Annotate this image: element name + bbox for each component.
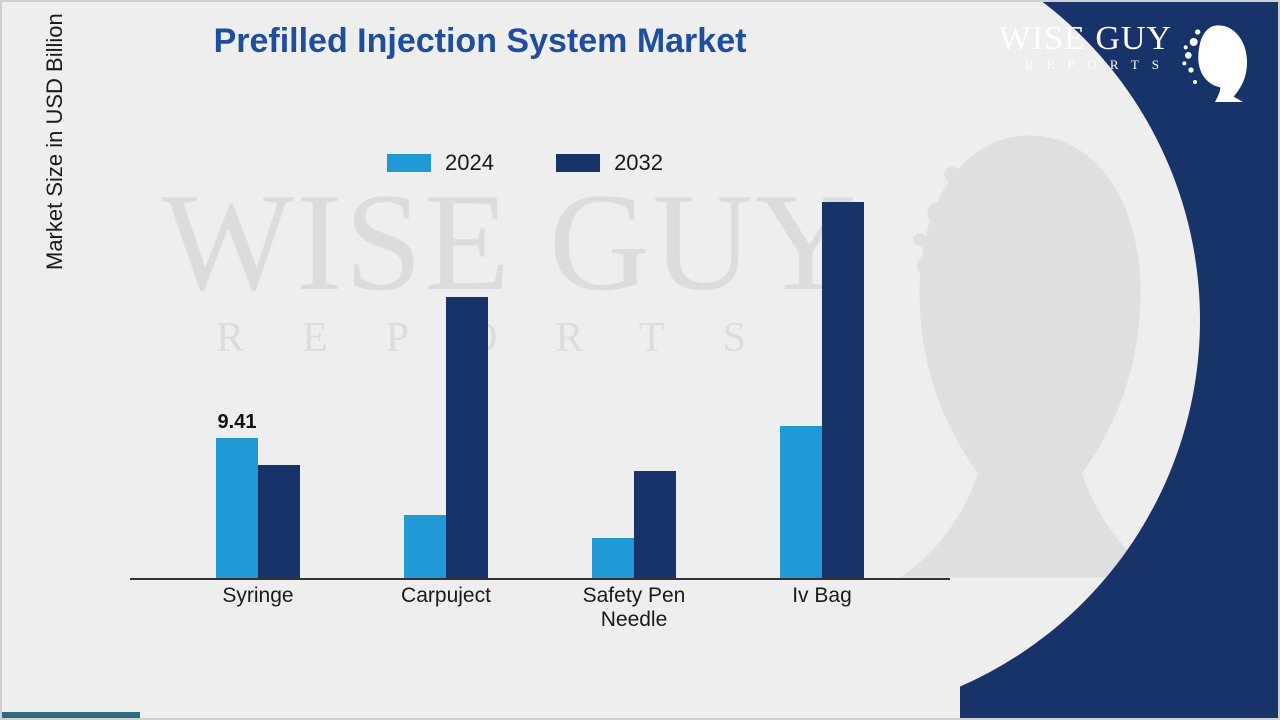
bar-group: 9.41Syringe <box>198 190 318 578</box>
brand-line1: WISE GUY <box>999 22 1172 56</box>
value-label: 9.41 <box>218 411 257 434</box>
legend-item-0: 2024 <box>387 150 494 176</box>
chart-legend: 2024 2032 <box>90 150 960 178</box>
legend-swatch-1 <box>556 154 600 172</box>
brand-head-icon <box>1180 22 1250 102</box>
legend-item-1: 2032 <box>556 150 663 176</box>
canvas: Prefilled Injection System Market WISE G… <box>0 0 1280 720</box>
bar-series2 <box>822 202 864 578</box>
chart-area: 2024 2032 Market Size in USD Billion 9.4… <box>90 150 960 680</box>
legend-label-0: 2024 <box>445 150 494 176</box>
category-label: Iv Bag <box>752 578 892 608</box>
bar-series2 <box>634 471 676 578</box>
legend-label-1: 2032 <box>614 150 663 176</box>
bar-series1 <box>216 438 258 578</box>
category-label: Carpuject <box>376 578 516 608</box>
bar-series1 <box>780 426 822 578</box>
bar-group: Safety Pen Needle <box>574 190 694 578</box>
bar-series2 <box>258 465 300 578</box>
plot-region: 9.41Syringe Carpuject Safety Pen Needle Iv … <box>130 190 950 580</box>
bar-series1 <box>592 538 634 578</box>
legend-swatch-0 <box>387 154 431 172</box>
category-label: Syringe <box>188 578 328 608</box>
category-label: Safety Pen Needle <box>564 578 704 632</box>
brand-line2: REPORTS <box>999 58 1172 71</box>
bar-series1 <box>404 515 446 578</box>
y-axis-label: Market Size in USD Billion <box>42 13 68 270</box>
bottom-accent <box>0 712 140 720</box>
bar-group: Iv Bag <box>762 190 882 578</box>
bar-series2 <box>446 297 488 578</box>
bar-group: Carpuject <box>386 190 506 578</box>
brand-logo: WISE GUY REPORTS <box>999 22 1250 102</box>
